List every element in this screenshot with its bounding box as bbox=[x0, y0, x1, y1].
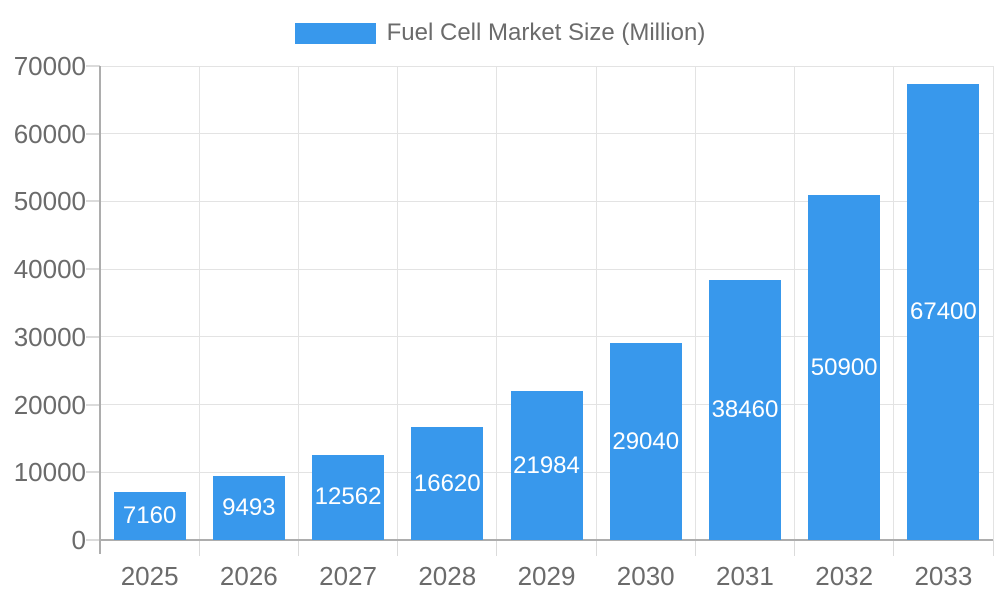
x-axis-tick bbox=[595, 540, 597, 556]
x-axis-label: 2031 bbox=[716, 561, 774, 591]
y-axis-tick bbox=[86, 132, 100, 135]
y-axis-tick bbox=[86, 65, 100, 67]
bar-value-label: 67400 bbox=[907, 84, 979, 540]
y-axis-tick bbox=[86, 471, 100, 474]
bar-value-text: 50900 bbox=[810, 353, 878, 381]
x-axis-tick bbox=[794, 540, 796, 556]
y-axis-label: 10000 bbox=[13, 457, 86, 488]
x-axis-tick bbox=[992, 540, 994, 556]
x-axis-tick bbox=[694, 540, 696, 556]
gridline-horizontal bbox=[100, 336, 993, 338]
x-axis-tick bbox=[198, 540, 200, 556]
gridline-vertical bbox=[397, 66, 399, 540]
y-axis-label: 70000 bbox=[13, 51, 86, 81]
bar-value-label: 12562 bbox=[312, 455, 384, 540]
x-axis-line bbox=[100, 539, 993, 541]
bar-value-label: 21984 bbox=[511, 391, 583, 540]
y-axis-label: 40000 bbox=[13, 254, 86, 285]
y-axis-label: 50000 bbox=[13, 186, 86, 217]
bar-value-text: 16620 bbox=[413, 469, 481, 497]
x-axis-tick bbox=[297, 540, 299, 556]
bar-value-text: 38460 bbox=[711, 395, 779, 423]
y-axis-label: 20000 bbox=[13, 389, 86, 420]
x-axis-label: 2032 bbox=[815, 561, 874, 591]
bar-value-label: 29040 bbox=[610, 343, 682, 540]
gridline-vertical bbox=[198, 66, 200, 540]
bar-value-text: 12562 bbox=[314, 483, 382, 511]
gridline-vertical bbox=[297, 66, 299, 540]
gridline-horizontal bbox=[100, 133, 993, 135]
x-axis-tick bbox=[893, 540, 895, 556]
bar[interactable] bbox=[212, 475, 285, 540]
x-axis-tick bbox=[397, 540, 399, 556]
x-axis-label: 2027 bbox=[319, 561, 377, 591]
y-axis-label: 30000 bbox=[13, 321, 86, 352]
gridline-vertical bbox=[794, 66, 796, 540]
legend[interactable]: Fuel Cell Market Size (Million) bbox=[0, 20, 1000, 46]
y-axis-label: 60000 bbox=[13, 118, 86, 149]
bar-value-label: 16620 bbox=[411, 427, 483, 540]
gridline-vertical bbox=[496, 66, 498, 540]
bar[interactable] bbox=[113, 491, 186, 540]
gridline-horizontal bbox=[100, 200, 993, 202]
bar[interactable] bbox=[411, 427, 484, 540]
bar-value-label: 38460 bbox=[709, 280, 781, 540]
bar[interactable] bbox=[312, 454, 385, 540]
bar[interactable] bbox=[907, 83, 980, 540]
x-axis-label: 2033 bbox=[914, 561, 973, 591]
bar-value-label: 9493 bbox=[213, 476, 285, 540]
x-axis-label: 2028 bbox=[418, 561, 477, 591]
y-axis-label: 0 bbox=[71, 525, 86, 555]
bar[interactable] bbox=[510, 391, 583, 540]
legend-label[interactable]: Fuel Cell Market Size (Million) bbox=[386, 19, 706, 46]
bar-value-label: 50900 bbox=[808, 195, 880, 540]
bar-value-text: 7160 bbox=[122, 501, 177, 529]
gridline-vertical bbox=[893, 66, 895, 540]
x-axis-label: 2030 bbox=[616, 561, 675, 591]
gridline-vertical bbox=[694, 66, 696, 540]
x-axis-label: 2025 bbox=[120, 561, 179, 591]
bar-value-text: 9493 bbox=[222, 493, 276, 521]
bar-value-label: 7160 bbox=[114, 492, 186, 540]
x-axis-label: 2029 bbox=[517, 561, 576, 591]
gridline-vertical bbox=[595, 66, 597, 540]
y-axis-tick bbox=[86, 268, 100, 271]
bar-value-text: 29040 bbox=[612, 427, 680, 455]
x-axis-tick bbox=[496, 540, 498, 556]
bar-value-text: 21984 bbox=[513, 451, 580, 479]
bar-value-text: 67400 bbox=[910, 297, 977, 325]
gridline-horizontal bbox=[100, 268, 993, 270]
y-axis-tick bbox=[86, 335, 100, 338]
gridline-vertical bbox=[992, 66, 994, 540]
y-axis-tick bbox=[86, 539, 100, 541]
y-axis-tick bbox=[86, 403, 100, 406]
x-axis-label: 2026 bbox=[219, 561, 278, 591]
bar[interactable] bbox=[708, 279, 781, 540]
bar[interactable] bbox=[808, 195, 881, 540]
legend-swatch[interactable] bbox=[294, 22, 376, 44]
bar[interactable] bbox=[609, 343, 682, 540]
y-axis-tick bbox=[86, 200, 100, 203]
gridline-horizontal bbox=[100, 65, 993, 67]
y-axis-line bbox=[99, 66, 101, 554]
